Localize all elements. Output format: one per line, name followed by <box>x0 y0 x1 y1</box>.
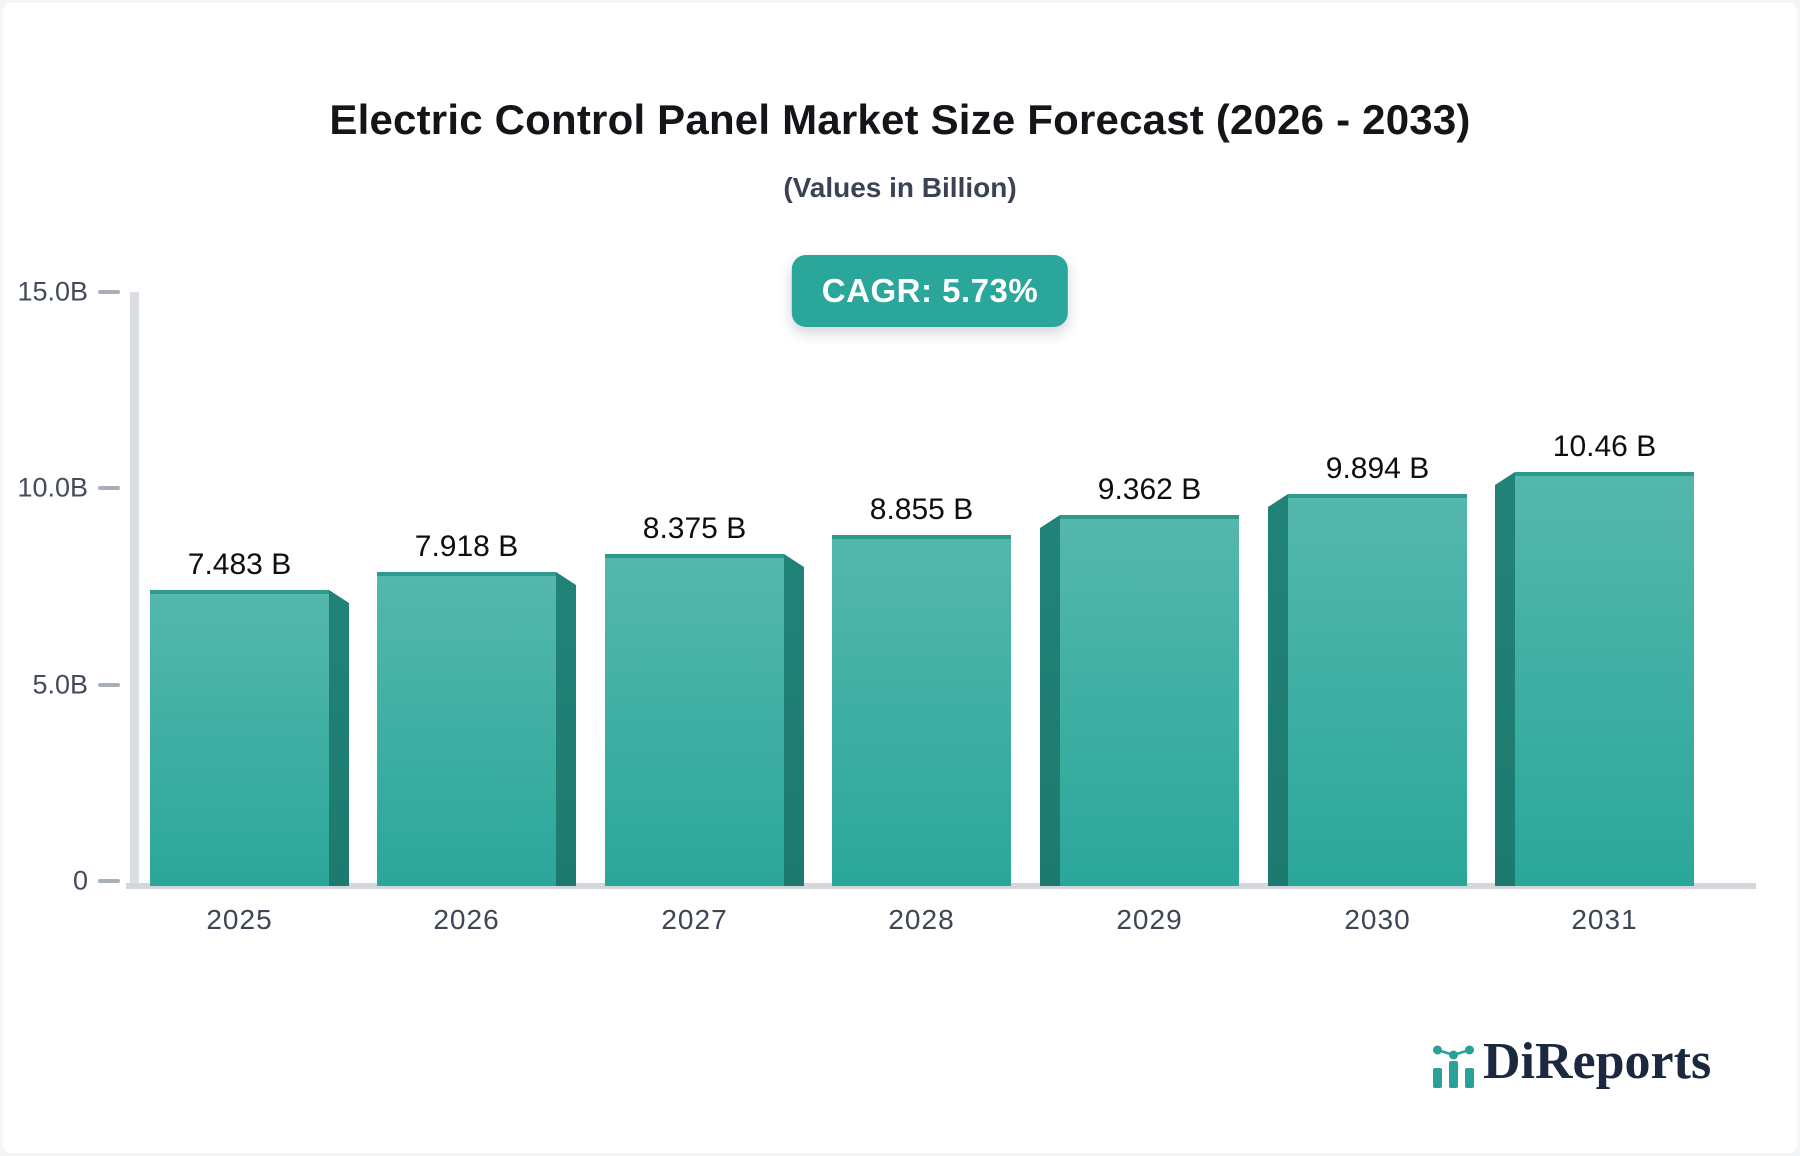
bar-value-label: 7.483 B <box>187 548 292 581</box>
bar-face <box>377 572 556 886</box>
bar-face <box>832 535 1011 886</box>
x-axis-label-2030: 2030 <box>1344 904 1411 935</box>
bar-face <box>1515 472 1694 886</box>
y-tick-mark <box>98 879 120 883</box>
chart-subtitle: (Values in Billion) <box>783 172 1017 203</box>
x-axis-label-2025: 2025 <box>206 904 273 935</box>
bar-2029 <box>1040 515 1239 886</box>
bar-value-label: 9.894 B <box>1325 452 1430 485</box>
direports-logo-text: DiReports <box>1483 1033 1712 1090</box>
bar-2028 <box>832 535 1011 886</box>
bar-value-label: 10.46 B <box>1552 430 1657 463</box>
bar-2026 <box>377 572 576 886</box>
x-axis-line <box>126 883 1756 889</box>
x-axis-label-2031: 2031 <box>1571 904 1638 935</box>
bar-side-panel <box>784 554 804 886</box>
y-tick-label: 15.0B <box>17 276 88 307</box>
cagr-badge: CAGR: 5.73% <box>791 255 1069 327</box>
bar-value-label: 7.918 B <box>414 530 519 563</box>
bar-2025 <box>150 590 349 886</box>
x-axis-label-2028: 2028 <box>888 904 955 935</box>
bar-side-panel <box>1495 472 1515 886</box>
bar-side-panel <box>556 572 576 886</box>
y-axis-line <box>130 292 139 886</box>
bar-side-panel <box>1268 494 1288 886</box>
bar-face <box>150 590 329 886</box>
x-axis-label-2027: 2027 <box>661 904 728 935</box>
bar-value-label: 9.362 B <box>1097 473 1202 506</box>
y-tick-label: 0 <box>72 865 88 896</box>
bar-value-label: 8.855 B <box>869 493 974 526</box>
y-tick-label: 5.0B <box>32 669 88 700</box>
y-tick-mark <box>98 486 120 490</box>
bar-value-label: 8.375 B <box>642 512 747 545</box>
bar-side-panel <box>329 590 349 886</box>
x-axis-label-2026: 2026 <box>433 904 500 935</box>
y-tick-mark <box>98 290 120 294</box>
bar-face <box>1060 515 1239 886</box>
bar-2031 <box>1495 472 1694 886</box>
bar-face <box>605 554 784 886</box>
y-tick-mark <box>98 683 120 687</box>
x-axis-label-2029: 2029 <box>1116 904 1183 935</box>
chart-title: Electric Control Panel Market Size Forec… <box>329 96 1471 143</box>
y-tick-label: 10.0B <box>17 472 88 503</box>
bar-face <box>1288 494 1467 886</box>
direports-logo: DiReports <box>1430 1036 1711 1090</box>
bar-2027 <box>605 554 804 886</box>
bar-side-panel <box>1040 515 1060 886</box>
direports-logo-icon <box>1433 1045 1474 1088</box>
bar-2030 <box>1268 494 1467 886</box>
